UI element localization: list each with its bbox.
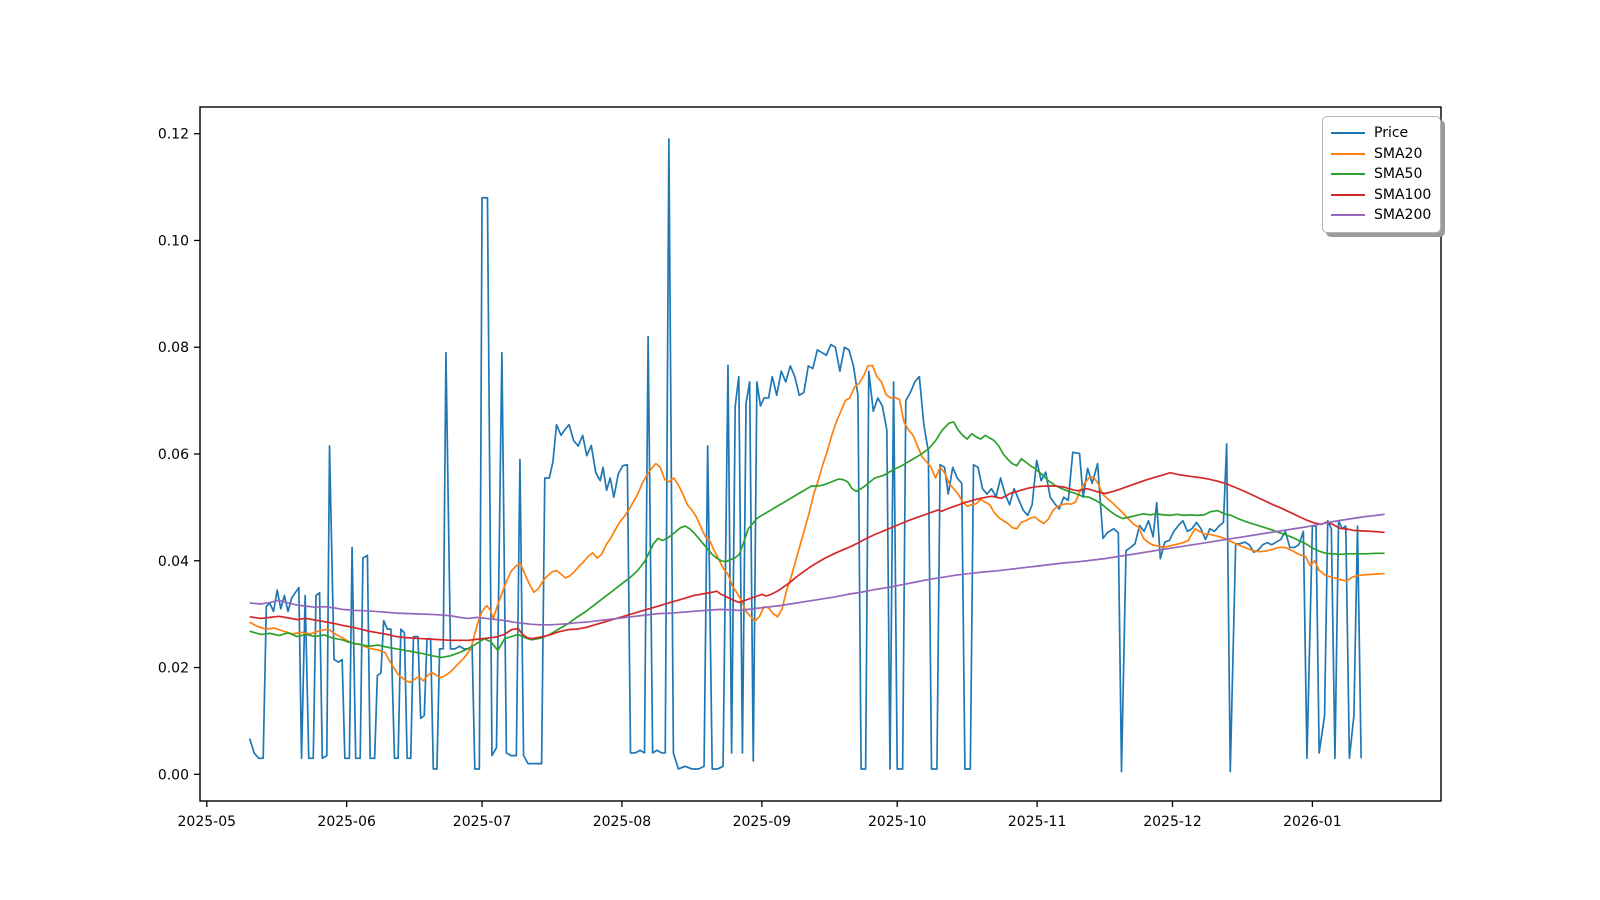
y-axis-tick-label: 0.10 <box>158 233 189 249</box>
x-axis-tick-label: 2025-08 <box>593 814 652 830</box>
y-axis-tick-label: 0.00 <box>158 767 189 783</box>
legend-label-sma200: SMA200 <box>1374 207 1432 224</box>
legend-line-sample-sma20 <box>1331 152 1365 155</box>
series-line-sma200 <box>249 513 1385 626</box>
y-axis-tick-label: 0.02 <box>158 661 189 677</box>
series-line-sma50 <box>249 421 1385 659</box>
series-line-price <box>248 138 1362 773</box>
y-axis-tick-label: 0.04 <box>158 554 189 570</box>
x-axis-tick-label: 2025-07 <box>453 814 512 830</box>
legend-label-price: Price <box>1374 125 1409 142</box>
x-axis-tick-label: 2025-10 <box>868 814 927 830</box>
plot-border <box>199 106 1442 802</box>
x-axis-tick-label: 2025-12 <box>1143 814 1202 830</box>
x-axis-tick-label: 2025-11 <box>1008 814 1067 830</box>
series-line-sma20 <box>249 364 1385 684</box>
x-axis-tick-label: 2025-05 <box>178 814 237 830</box>
legend-line-sample-sma100 <box>1331 193 1365 196</box>
x-axis-tick-label: 2025-09 <box>733 814 792 830</box>
x-axis-tick-label: 2026-01 <box>1283 814 1342 830</box>
x-axis-tick-label: 2025-06 <box>317 814 376 830</box>
legend-entry-sma50: SMA50 <box>1331 164 1431 185</box>
legend-line-sample-sma50 <box>1331 173 1365 176</box>
y-axis-tick-label: 0.08 <box>158 340 189 356</box>
y-axis-tick-label: 0.06 <box>158 447 189 463</box>
legend-label-sma20: SMA20 <box>1374 145 1423 162</box>
legend-entry-price: Price <box>1331 123 1431 144</box>
series-line-sma100 <box>249 471 1385 642</box>
legend-entry-sma20: SMA20 <box>1331 144 1431 165</box>
legend-line-sample-price <box>1331 132 1365 135</box>
legend-entry-sma200: SMA200 <box>1331 205 1431 226</box>
legend-label-sma100: SMA100 <box>1374 186 1432 203</box>
legend-label-sma50: SMA50 <box>1374 166 1423 183</box>
y-axis-tick-label: 0.12 <box>158 127 189 143</box>
legend: Price SMA20 SMA50 SMA100 SMA200 <box>1322 116 1442 233</box>
legend-line-sample-sma200 <box>1331 214 1365 217</box>
legend-entry-sma100: SMA100 <box>1331 185 1431 206</box>
